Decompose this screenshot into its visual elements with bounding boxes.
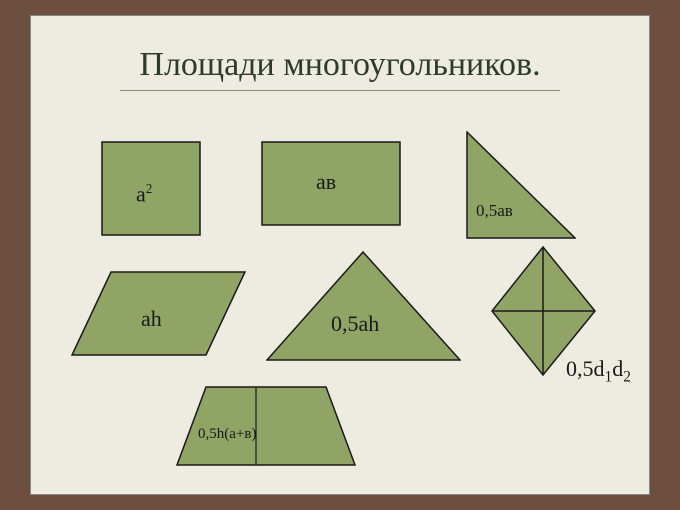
formula-triangle: 0,5аh <box>331 311 379 337</box>
shapes-stage: а2 ав 0,5ав аh 0,5аh <box>71 116 631 486</box>
title-underline <box>120 90 560 91</box>
formula-parallelogram: аh <box>141 306 162 332</box>
formula-trapezoid: 0,5h(а+в) <box>198 426 256 443</box>
slide-title: Площади многоугольников. <box>120 46 560 91</box>
shape-triangle: 0,5аh <box>266 251 461 361</box>
shape-parallelogram: аh <box>71 271 246 356</box>
formula-rectangle: ав <box>316 169 336 195</box>
shape-right-triangle: 0,5ав <box>466 131 576 239</box>
title-text: Площади многоугольников. <box>120 46 560 84</box>
formula-right-triangle: 0,5ав <box>476 201 513 221</box>
shape-trapezoid: 0,5h(а+в) <box>176 386 356 466</box>
slide: Площади многоугольников. а2 ав 0,5ав аh … <box>30 15 650 495</box>
shape-square: а2 <box>101 141 201 236</box>
formula-square: а2 <box>136 181 152 207</box>
formula-rhombus: 0,5d1d2 <box>566 356 631 386</box>
shape-rectangle: ав <box>261 141 401 226</box>
